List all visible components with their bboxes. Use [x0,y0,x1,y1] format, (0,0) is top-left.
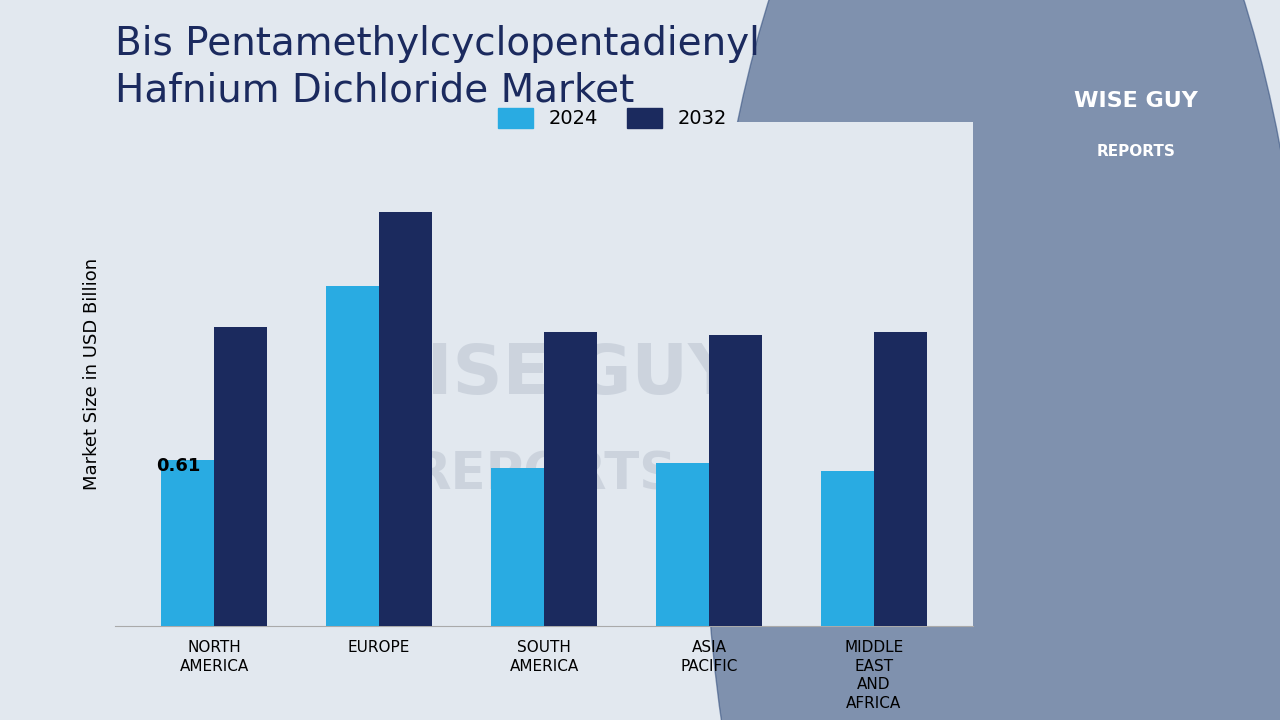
Text: REPORTS: REPORTS [411,450,677,500]
Bar [326,286,379,626]
Bar [379,212,431,626]
Text: WISE GUY: WISE GUY [1074,91,1198,111]
Text: Hafnium Dichloride Market: Hafnium Dichloride Market [115,72,635,110]
Text: WISE GUY: WISE GUY [349,341,739,408]
Bar [214,327,268,626]
Text: Bis Pentamethylcyclopentadienyl: Bis Pentamethylcyclopentadienyl [115,25,760,63]
Circle shape [704,0,1280,720]
Text: REPORTS: REPORTS [1097,144,1175,158]
Bar [544,332,596,626]
Bar [874,332,927,626]
Bar [709,335,762,626]
Text: 0.61: 0.61 [156,457,201,475]
Bar [492,469,544,626]
Bar [657,463,709,626]
Bar [820,471,874,626]
Legend: 2024, 2032: 2024, 2032 [493,102,733,134]
Bar [161,460,214,626]
Y-axis label: Market Size in USD Billion: Market Size in USD Billion [83,258,101,490]
